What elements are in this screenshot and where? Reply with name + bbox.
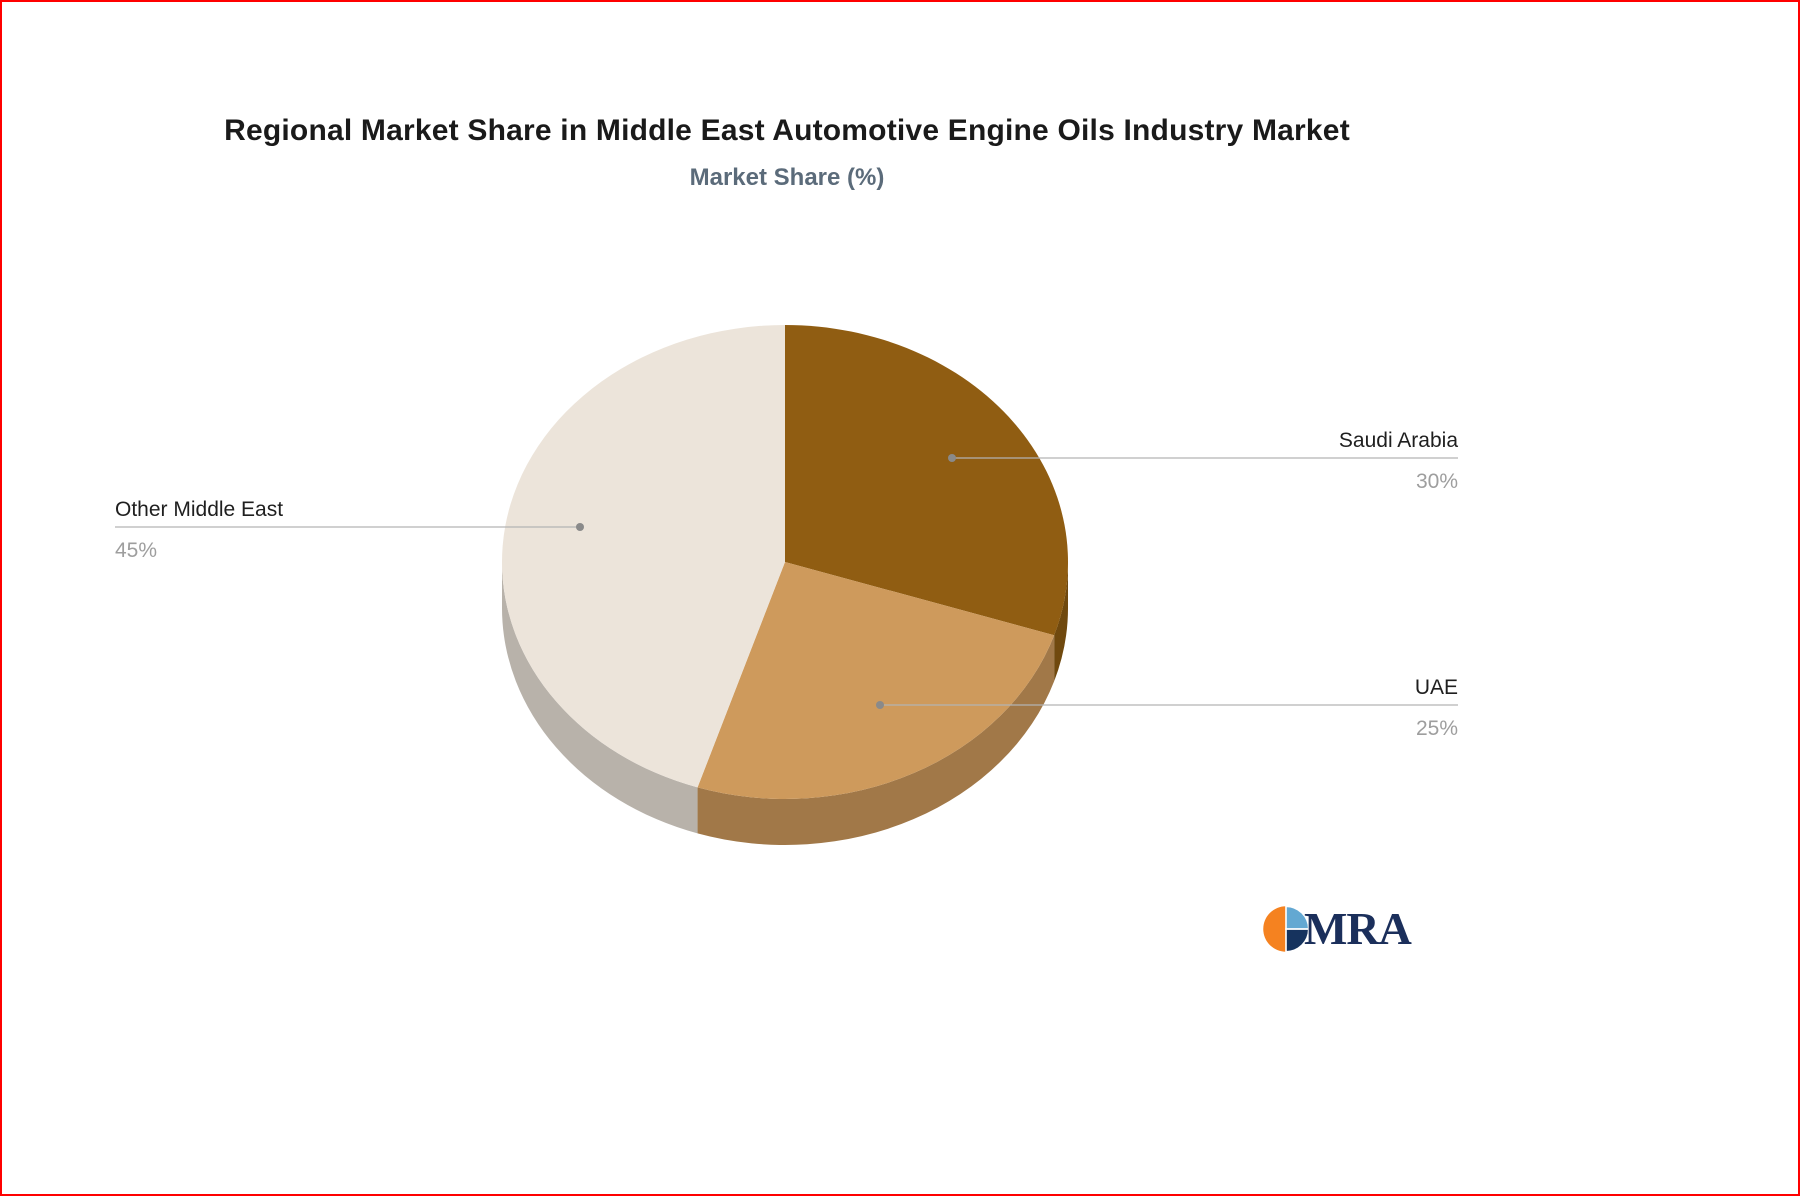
pie-slice-uae bbox=[697, 562, 1055, 799]
pie-slice-side-saudi-arabia bbox=[1054, 562, 1068, 682]
pie-slice-saudi-arabia bbox=[785, 325, 1068, 636]
callout-dot-saudi-arabia bbox=[948, 454, 956, 462]
callout-dot-uae bbox=[876, 701, 884, 709]
logo-wedge-navy bbox=[1285, 928, 1310, 953]
chart-subtitle: Market Share (%) bbox=[689, 164, 885, 191]
slice-label-other-middle-east: Other Middle East bbox=[115, 498, 283, 521]
slice-label-uae: UAE bbox=[1415, 676, 1458, 699]
slice-value-saudi-arabia: 30% bbox=[1416, 470, 1458, 493]
slice-value-uae: 25% bbox=[1416, 717, 1458, 740]
pie-slice-other-middle-east bbox=[502, 324, 785, 788]
callout-dot-other-middle-east bbox=[576, 523, 584, 531]
slice-label-saudi-arabia: Saudi Arabia bbox=[1339, 429, 1458, 452]
chart-header: Regional Market Share in Middle East Aut… bbox=[2, 114, 1572, 192]
slice-value-other-middle-east: 45% bbox=[115, 539, 157, 562]
brand-logo-icon bbox=[1263, 905, 1310, 953]
pie-slice-side-uae bbox=[697, 635, 1055, 845]
brand-logo: MRA bbox=[1260, 903, 1412, 955]
chart-title: Regional Market Share in Middle East Aut… bbox=[224, 114, 1350, 147]
brand-logo-text: MRA bbox=[1304, 903, 1412, 954]
pie-slice-side-other-middle-east bbox=[502, 562, 698, 834]
